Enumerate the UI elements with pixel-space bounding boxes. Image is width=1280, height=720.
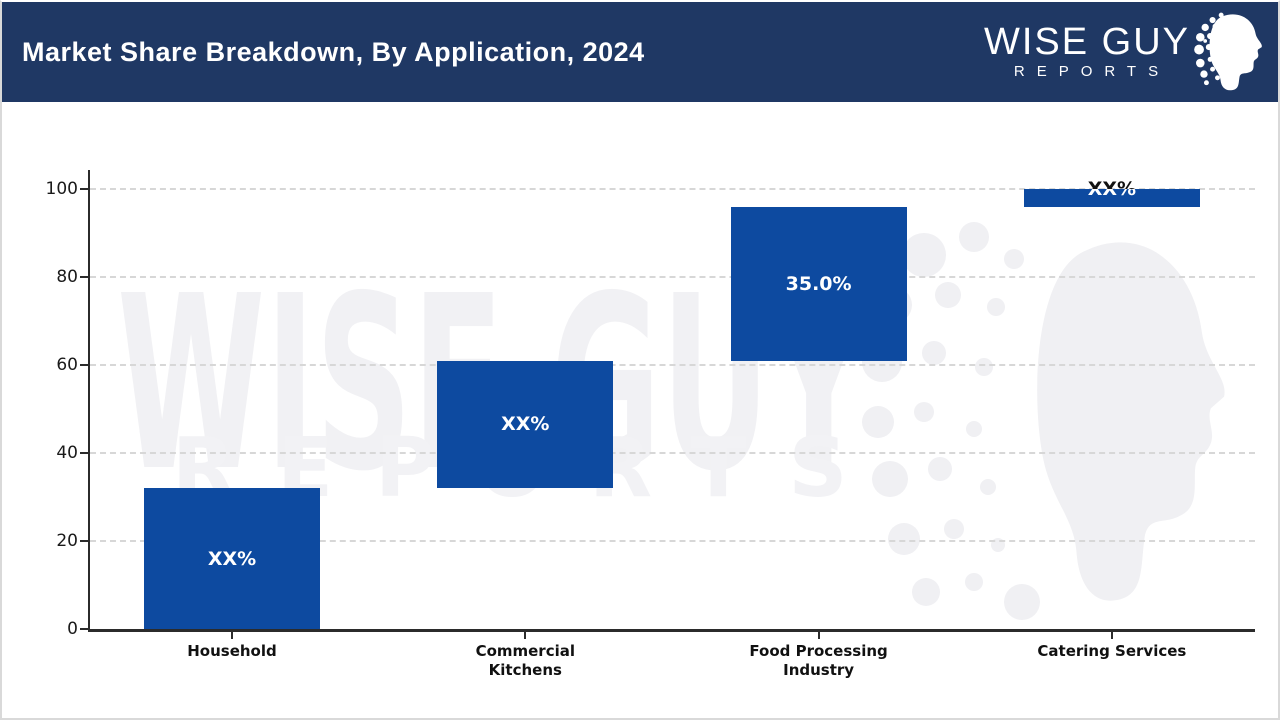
bar-household: XX% (144, 488, 320, 629)
bar-label-commercial-kitchens: XX% (501, 413, 550, 436)
y-tick-label: 100 (45, 179, 78, 199)
x-category-label-line: Commercial (475, 642, 576, 660)
y-tick-mark (80, 628, 88, 630)
x-category-label-household: Household (122, 642, 342, 661)
y-tick-label: 0 (67, 619, 78, 639)
x-category-label-line: Kitchens (488, 661, 562, 679)
logo-wordmark-line1: WISE GUY (983, 21, 1190, 63)
x-category-label-catering-services: Catering Services (1002, 642, 1222, 661)
logo-wordmark-line2: REPORTS (1013, 63, 1171, 80)
x-tick-mark (817, 632, 820, 639)
gridline-80 (90, 276, 1255, 278)
x-axis-line (88, 629, 1255, 632)
x-tick-mark (1110, 632, 1113, 639)
bar-label-household: XX% (207, 547, 257, 570)
gridline-100 (90, 188, 1255, 190)
y-tick-label: 40 (56, 443, 78, 463)
x-tick-mark (231, 632, 233, 639)
x-category-label-line: Household (187, 642, 277, 660)
gridline-20 (90, 540, 1255, 542)
header-bar: Market Share Breakdown, By Application, … (2, 2, 1278, 102)
x-category-label-line: Food Processing (749, 642, 888, 660)
y-tick-mark (80, 364, 88, 366)
x-tick-mark (524, 632, 527, 639)
x-category-label-food-processing-industry: Food Processing Industry (709, 642, 929, 680)
bar-label-food-processing-industry: 35.0% (785, 272, 852, 295)
y-tick-label: 60 (56, 355, 78, 375)
logo-face-icon (1194, 12, 1262, 91)
page-title: Market Share Breakdown, By Application, … (22, 36, 645, 67)
wiseguy-logo: WISE GUY REPORTS (984, 8, 1270, 96)
y-tick-label: 80 (56, 267, 78, 287)
y-tick-label: 20 (56, 531, 78, 551)
gridline-60 (90, 364, 1255, 366)
gridline-40 (90, 452, 1255, 454)
y-tick-mark (80, 452, 88, 454)
bar-commercial-kitchens: XX% (437, 360, 614, 489)
bar-catering-services: XX% (1023, 189, 1200, 207)
bar-food-processing-industry: 35.0% (730, 206, 907, 361)
y-axis-line (88, 170, 90, 632)
y-tick-mark (80, 540, 88, 542)
y-tick-mark (80, 188, 88, 190)
x-category-label-line: Catering Services (1037, 642, 1187, 660)
y-tick-mark (80, 276, 88, 278)
x-category-label-commercial-kitchens: Commercial Kitchens (415, 642, 635, 680)
x-category-label-line: Industry (783, 661, 855, 679)
bar-label-catering-services: XX% (1087, 189, 1137, 200)
